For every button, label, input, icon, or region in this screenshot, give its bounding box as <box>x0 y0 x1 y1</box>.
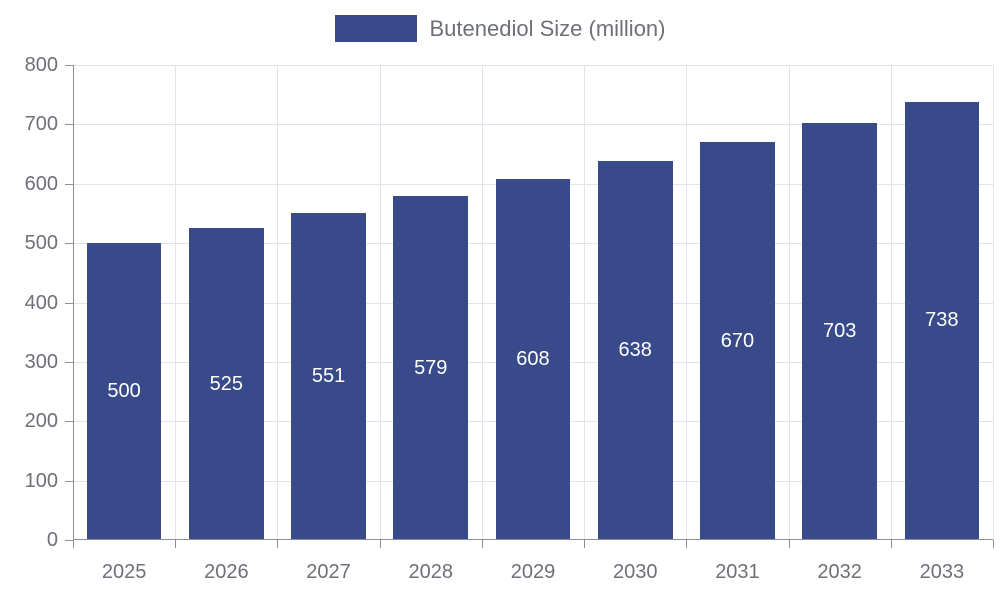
gridline-vertical <box>379 65 381 540</box>
y-axis-line <box>73 65 74 540</box>
y-axis-tick <box>65 480 73 482</box>
x-axis-tick-label: 2028 <box>408 561 454 583</box>
gridline-vertical <box>993 65 994 540</box>
y-axis-tick-label: 200 <box>24 410 58 433</box>
x-axis-tick <box>73 540 74 548</box>
bar-2028: 579 <box>393 196 469 540</box>
y-axis-tick-label: 600 <box>24 172 58 195</box>
x-axis-tick <box>379 540 381 548</box>
legend-item[interactable]: Butenediol Size (million) <box>0 15 1000 42</box>
gridline-vertical <box>584 65 586 540</box>
x-axis-tick-label: 2030 <box>612 561 658 583</box>
y-axis-tick-label: 100 <box>24 469 58 492</box>
bar-value-label: 608 <box>516 348 550 370</box>
bar-value-label: 525 <box>209 372 243 395</box>
bar-value-label: 703 <box>822 319 857 342</box>
x-axis-tick-label: 2029 <box>510 561 556 583</box>
x-axis-tick-label: 2031 <box>715 561 760 583</box>
x-axis-tick-label: 2026 <box>204 561 249 583</box>
y-axis-tick <box>65 540 73 541</box>
x-axis-tick-label: 2032 <box>817 561 862 583</box>
bar-value-label: 579 <box>414 356 448 379</box>
gridline-vertical <box>481 65 483 540</box>
bar-2025: 500 <box>86 243 162 540</box>
bar-2029: 608 <box>495 179 571 540</box>
y-axis-tick <box>65 302 73 304</box>
bar-value-label: 638 <box>618 339 652 362</box>
bar-2033: 738 <box>904 101 980 540</box>
gridline-horizontal <box>73 124 993 126</box>
x-axis-tick-label: 2025 <box>101 561 147 583</box>
x-axis-tick-label: 2033 <box>919 561 965 583</box>
bar-value-label: 551 <box>311 364 346 387</box>
x-axis-tick <box>175 540 177 548</box>
y-axis-tick-label: 800 <box>24 54 58 76</box>
x-axis-tick <box>788 540 790 548</box>
y-axis-tick <box>65 421 73 423</box>
y-axis-tick-label: 300 <box>24 350 58 373</box>
bar-value-label: 738 <box>925 309 959 332</box>
legend-swatch <box>334 15 417 42</box>
x-axis-tick <box>993 540 994 548</box>
x-axis-tick <box>890 540 892 548</box>
gridline-vertical <box>890 65 892 540</box>
y-axis-tick-label: 400 <box>24 291 58 314</box>
y-axis-tick-label: 0 <box>46 529 58 551</box>
x-axis-tick <box>277 540 279 548</box>
plot-area: 0 100 200 300 400 500 600 700 800 500 2025 525 2026 5… <box>25 55 994 582</box>
legend-label: Butenediol Size (million) <box>429 15 666 41</box>
y-axis-tick <box>65 361 73 363</box>
x-axis-tick <box>584 540 586 548</box>
y-axis-tick <box>65 65 73 66</box>
gridline-vertical <box>788 65 790 540</box>
bar-value-label: 500 <box>107 380 141 403</box>
y-axis-tick <box>65 124 73 126</box>
bar-2032: 703 <box>802 122 877 540</box>
y-axis-tick <box>65 183 73 185</box>
bar-value-label: 670 <box>720 329 755 352</box>
bar-2026: 525 <box>189 228 264 540</box>
x-axis-line <box>73 539 993 540</box>
y-axis-tick-label: 700 <box>24 113 58 136</box>
bar-2031: 670 <box>700 142 775 540</box>
gridline-vertical <box>277 65 279 540</box>
gridline-vertical <box>175 65 177 540</box>
gridline-vertical <box>686 65 688 540</box>
x-axis-tick-label: 2027 <box>306 561 351 583</box>
y-axis-tick <box>65 243 73 245</box>
bar-2027: 551 <box>291 212 366 540</box>
gridline-horizontal <box>73 65 993 66</box>
x-axis-tick <box>686 540 688 548</box>
bar-2030: 638 <box>597 161 673 540</box>
y-axis-tick-label: 500 <box>24 232 58 255</box>
x-axis-tick <box>481 540 483 548</box>
